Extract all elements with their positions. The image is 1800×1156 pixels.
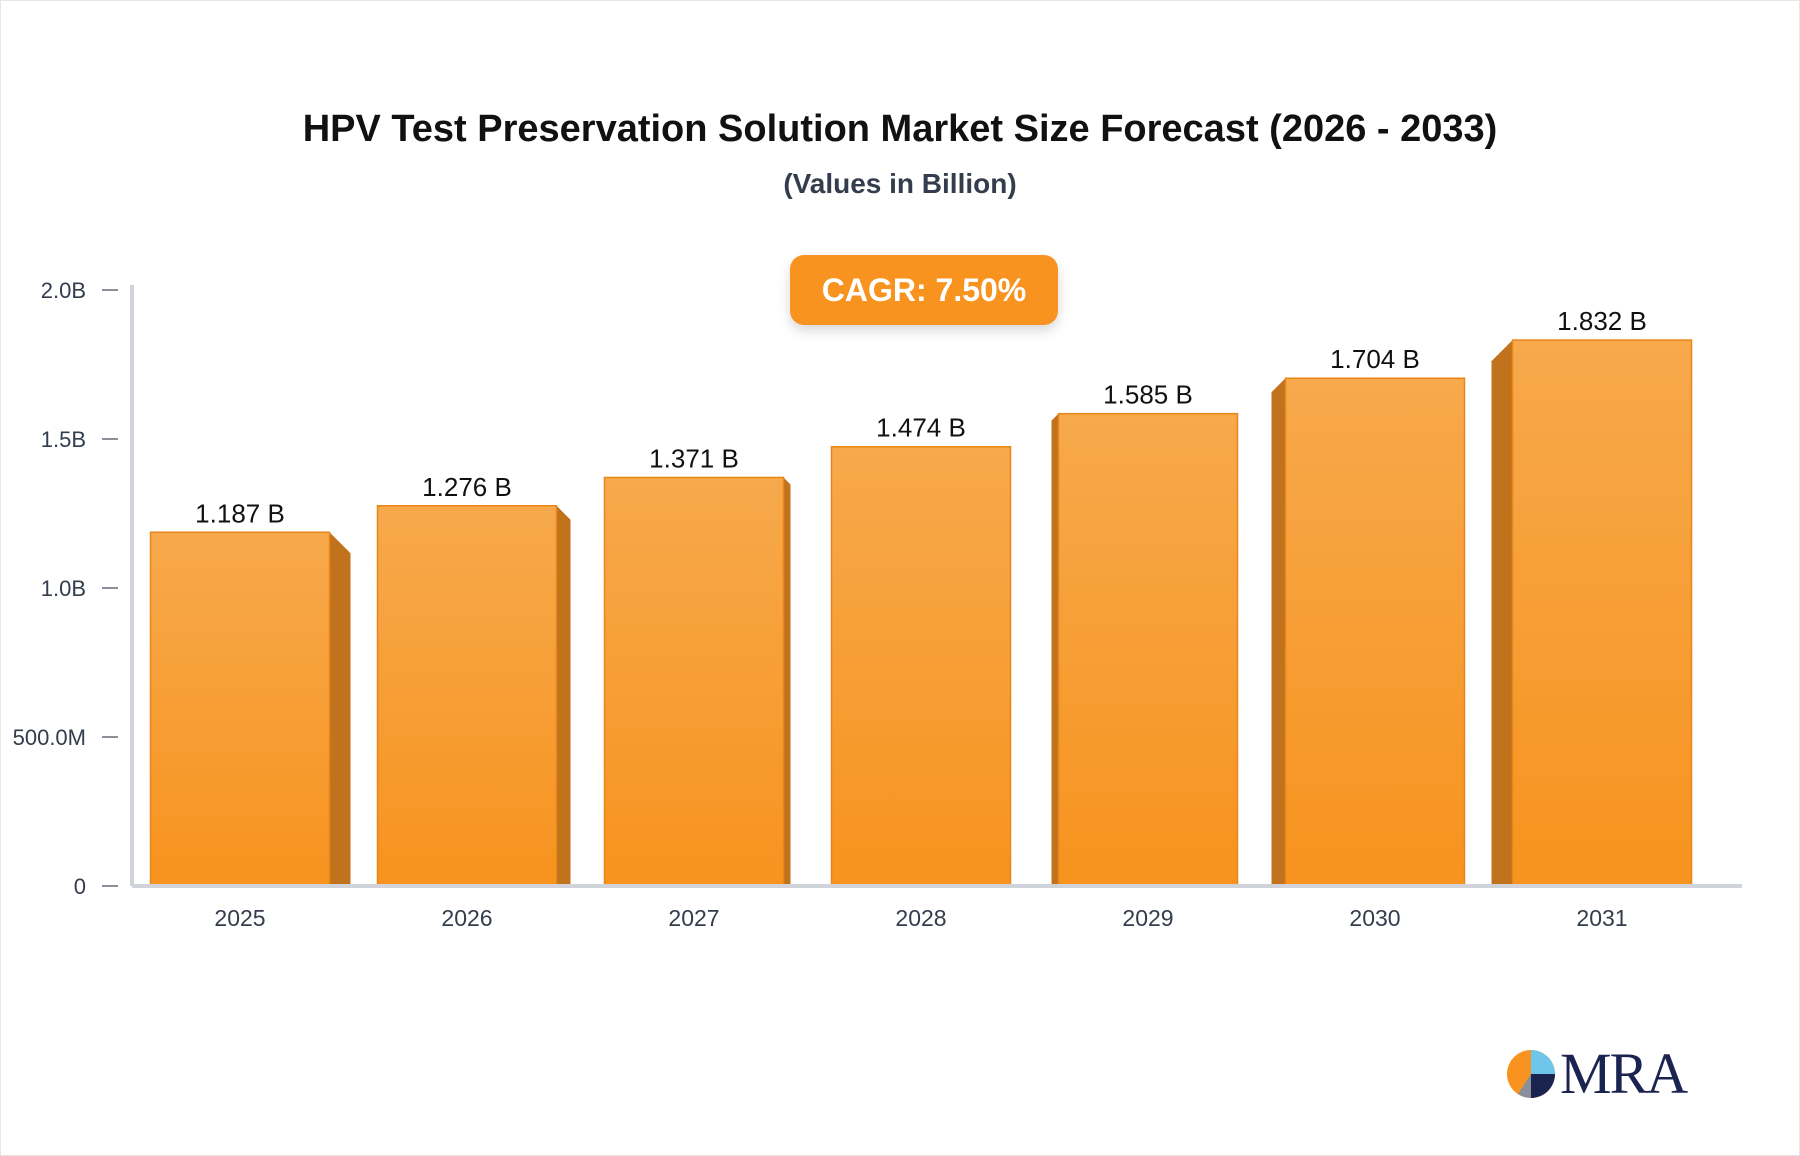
bar-side [329, 532, 351, 886]
data-label: 1.276 B [422, 472, 512, 502]
y-tick-label: 500.0M [13, 725, 86, 750]
y-tick-label: 1.0B [41, 576, 86, 601]
bar [603, 476, 785, 887]
bar [1057, 412, 1239, 887]
bar [830, 445, 1012, 887]
bar-group: 1.187 B 2025 [149, 498, 351, 931]
bar-group: 1.371 B 2027 [603, 443, 791, 931]
bar [149, 531, 331, 887]
y-tick-label: 1.5B [41, 427, 86, 452]
bar [376, 505, 558, 887]
bar-side [1051, 413, 1059, 886]
x-tick-label: 2029 [1122, 905, 1173, 931]
x-tick-label: 2031 [1576, 905, 1627, 931]
data-label: 1.371 B [649, 443, 739, 473]
x-tick-label: 2027 [668, 905, 719, 931]
bar-side [1271, 378, 1286, 886]
bar [1284, 377, 1466, 887]
bar-group: 1.704 B 2030 [1271, 344, 1466, 931]
mra-logo: MRA [1506, 1040, 1688, 1107]
data-label: 1.832 B [1557, 306, 1647, 336]
x-tick-label: 2025 [214, 905, 265, 931]
chart-subtitle: (Values in Billion) [783, 168, 1017, 199]
logo-pie-icon [1507, 1049, 1555, 1098]
y-tick-label: 2.0B [41, 278, 86, 303]
logo-text: MRA [1560, 1041, 1688, 1106]
bar-group: 1.276 B 2026 [376, 472, 571, 931]
bar-side [1491, 340, 1513, 887]
cagr-badge: CAGR: 7.50% [790, 255, 1058, 325]
x-tick-label: 2028 [895, 905, 946, 931]
bar-group: 1.474 B 2028 [830, 413, 1012, 931]
chart-title: HPV Test Preservation Solution Market Si… [302, 108, 1498, 150]
data-label: 1.704 B [1330, 344, 1420, 374]
x-tick-label: 2026 [441, 905, 492, 931]
data-label: 1.474 B [876, 413, 966, 443]
x-tick-label: 2030 [1349, 905, 1400, 931]
bar-side [556, 505, 571, 886]
data-label: 1.585 B [1103, 380, 1193, 410]
bar-group: 1.832 B 2031 [1491, 306, 1693, 931]
bar-group: 1.585 B 2029 [1051, 380, 1239, 931]
y-tick-label: 0 [74, 874, 86, 899]
data-label: 1.187 B [195, 498, 285, 528]
bar [1511, 339, 1693, 887]
bar-side [783, 477, 791, 886]
